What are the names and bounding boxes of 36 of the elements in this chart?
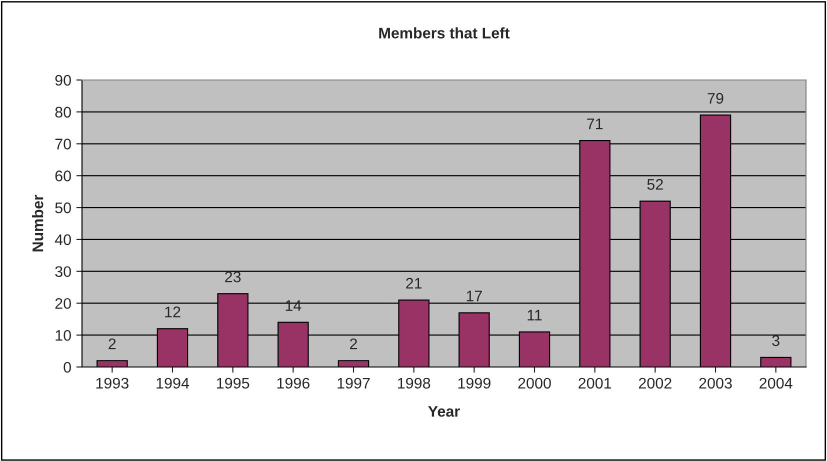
- x-tick-label: 2004: [760, 378, 792, 389]
- y-axis-title: Number: [32, 194, 44, 252]
- x-tick-label: 1999: [458, 378, 490, 389]
- data-label: 79: [708, 92, 724, 104]
- x-tick-label: 1996: [277, 378, 310, 389]
- x-tick-label: 1994: [156, 378, 190, 389]
- data-label: 3: [772, 335, 780, 346]
- x-tick-label: 2001: [578, 378, 612, 389]
- y-tick-label: 70: [55, 138, 71, 150]
- y-tick-label: 20: [55, 298, 71, 309]
- x-axis-title: Year: [428, 406, 460, 417]
- data-label: 2: [108, 338, 116, 350]
- y-tick-label: 60: [55, 170, 71, 182]
- data-label: 11: [528, 310, 542, 320]
- data-label: 2: [350, 338, 357, 350]
- data-label: 17: [466, 290, 482, 302]
- data-label: 12: [165, 306, 180, 318]
- x-tick-label: 1997: [338, 378, 370, 389]
- x-tick-label: 1998: [398, 378, 430, 389]
- y-tick-label: 40: [54, 234, 71, 246]
- y-tick-label: 50: [55, 202, 71, 214]
- y-tick-label: 90: [55, 74, 71, 86]
- y-tick-label: 10: [56, 330, 71, 341]
- x-tick-label: 2000: [518, 378, 551, 389]
- y-tick-label: 80: [55, 106, 71, 118]
- y-tick-label: 30: [55, 266, 71, 278]
- x-tick-label: 2002: [638, 378, 672, 389]
- chart-title: Members that Left: [379, 27, 510, 38]
- data-label: 71: [587, 118, 603, 130]
- x-tick-label: 2003: [699, 378, 732, 389]
- data-label: 23: [225, 271, 241, 282]
- data-label: 52: [647, 179, 663, 190]
- x-tick-label: 1995: [217, 378, 250, 389]
- y-tick-label: 0: [64, 362, 71, 373]
- data-label: 21: [406, 278, 422, 289]
- x-tick-label: 1993: [96, 378, 128, 389]
